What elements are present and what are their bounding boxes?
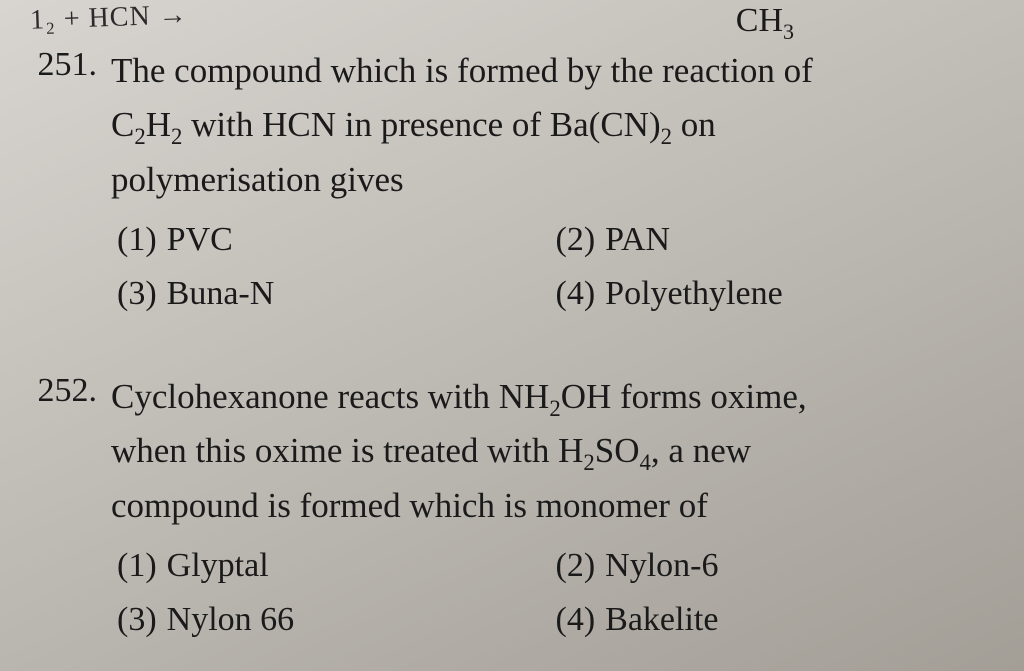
q252-line2b: SO xyxy=(595,431,640,470)
question-251: 251. The compound which is formed by the… xyxy=(22,44,994,313)
opt-number: (3) xyxy=(117,601,157,639)
q251-line2c: with HCN in presence of Ba(CN) xyxy=(182,105,660,144)
q251-line3: polymerisation gives xyxy=(111,160,404,199)
opt-text: Nylon-6 xyxy=(605,547,718,585)
opt-number: (4) xyxy=(556,275,596,313)
q251-option-3: (3) Buna-N xyxy=(117,275,516,313)
q252-option-4: (4) Bakelite xyxy=(556,601,955,639)
q251-option-4: (4) Polyethylene xyxy=(556,275,955,313)
q252-line2c: , a new xyxy=(651,431,751,470)
question-251-text: 251. The compound which is formed by the… xyxy=(22,44,994,207)
opt-number: (1) xyxy=(117,221,157,259)
q252-line2a: when this oxime is treated with H xyxy=(111,431,583,470)
q251-line2a: C xyxy=(111,105,134,144)
q251-option-2: (2) PAN xyxy=(556,221,955,259)
question-252: 252. Cyclohexanone reacts with NH2OH for… xyxy=(22,370,994,639)
question-252-text: 252. Cyclohexanone reacts with NH2OH for… xyxy=(22,370,994,533)
question-251-body: The compound which is formed by the reac… xyxy=(111,44,994,207)
q251-line2d: on xyxy=(672,105,716,144)
opt-text: Bakelite xyxy=(605,601,718,639)
opt-text: Polyethylene xyxy=(605,275,783,313)
opt-text: PVC xyxy=(167,221,233,259)
q252-option-3: (3) Nylon 66 xyxy=(117,601,516,639)
opt-text: Buna-N xyxy=(167,275,275,313)
q251-option-1: (1) PVC xyxy=(117,221,516,259)
opt-text: Nylon 66 xyxy=(167,601,295,639)
question-252-number: 252. xyxy=(22,370,97,410)
q251-line2b: H xyxy=(146,105,171,144)
opt-number: (2) xyxy=(556,221,596,259)
handwritten-annotation: 1₂ + HCN → xyxy=(29,0,188,37)
question-251-options: (1) PVC (2) PAN (3) Buna-N (4) Polyethyl… xyxy=(22,221,994,313)
q252-option-1: (1) Glyptal xyxy=(117,547,516,585)
question-252-options: (1) Glyptal (2) Nylon-6 (3) Nylon 66 (4)… xyxy=(22,547,994,639)
question-251-number: 251. xyxy=(22,44,97,84)
q251-line1: The compound which is formed by the reac… xyxy=(111,51,813,90)
question-252-body: Cyclohexanone reacts with NH2OH forms ox… xyxy=(111,370,994,533)
opt-text: Glyptal xyxy=(167,547,269,585)
opt-number: (3) xyxy=(117,275,157,313)
opt-number: (2) xyxy=(556,547,596,585)
q252-line3: compound is formed which is monomer of xyxy=(111,486,708,525)
page-root: 1₂ + HCN → CH3 251. The compound which i… xyxy=(22,0,994,671)
opt-text: PAN xyxy=(605,221,670,259)
q252-line1a: Cyclohexanone reacts with NH xyxy=(111,377,549,416)
formula-ch3: CH3 xyxy=(736,2,794,40)
q252-line1b: OH forms oxime, xyxy=(561,377,807,416)
opt-number: (1) xyxy=(117,547,157,585)
opt-number: (4) xyxy=(556,601,596,639)
q252-option-2: (2) Nylon-6 xyxy=(556,547,955,585)
